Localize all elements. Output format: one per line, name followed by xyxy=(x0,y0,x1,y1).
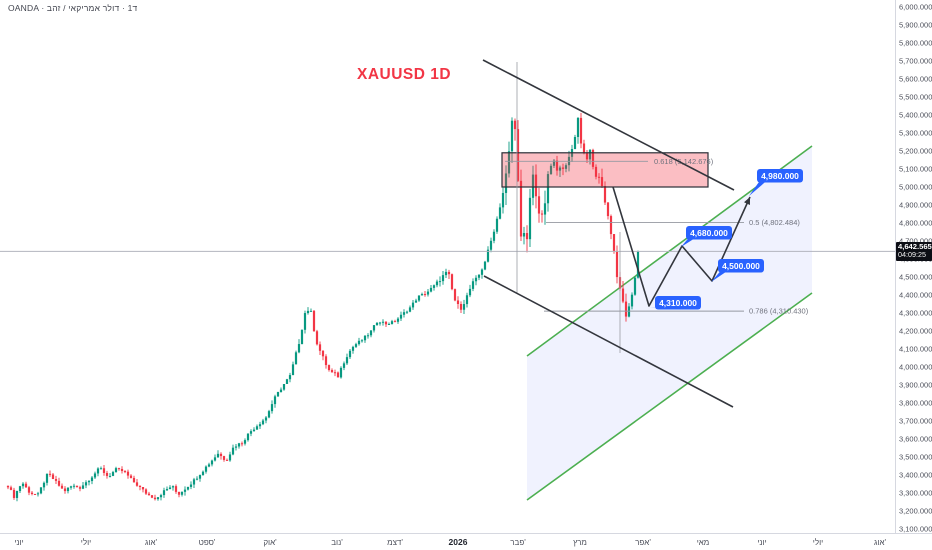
price-tick-label: 5,200.000 xyxy=(899,147,932,156)
callout-body xyxy=(686,226,732,240)
price-tick-label: 4,500.000 xyxy=(899,273,932,282)
price-tick-label: 3,700.000 xyxy=(899,417,932,426)
price-tick-label: 3,100.000 xyxy=(899,525,932,534)
ascending-channel-drawing[interactable] xyxy=(526,145,813,501)
price-tick-label: 4,900.000 xyxy=(899,201,932,210)
callout-body xyxy=(718,259,764,273)
price-tick-label: 4,400.000 xyxy=(899,291,932,300)
callout-pointer xyxy=(681,237,696,247)
time-tick-label: 2026 xyxy=(449,537,468,547)
time-tick-label: יוני xyxy=(757,538,766,547)
projection-arrowhead xyxy=(744,197,750,205)
callout-price-text: 4,500.000 xyxy=(722,261,760,271)
time-tick-label: נוב' xyxy=(331,538,343,547)
channel-lower-line[interactable] xyxy=(526,292,813,501)
price-tick-label: 3,500.000 xyxy=(899,453,932,462)
callout-pointer xyxy=(711,270,728,282)
time-tick-label: פבר' xyxy=(510,538,526,547)
price-tick-label: 6,000.000 xyxy=(899,3,932,12)
callout-price-text: 4,310.000 xyxy=(659,298,697,308)
time-axis-labels[interactable]: יוני יולי אוג' ספט' אוק' נוב' דצמ' 2026 פבר' מרץ א… xyxy=(14,537,886,547)
time-tick-label: מרץ xyxy=(573,538,587,547)
time-tick-label: אוג' xyxy=(145,538,157,547)
current-price-label: 4,642.565 04:09:25 xyxy=(896,241,932,261)
time-tick-label: דצמ' xyxy=(387,538,403,547)
callout-body xyxy=(757,169,803,183)
price-tick-label: 4,700.000 xyxy=(899,237,932,246)
time-tick-label: ספט' xyxy=(199,538,216,547)
price-tick-label: 3,900.000 xyxy=(899,381,932,390)
current-price-value: 4,642.565 xyxy=(898,242,932,252)
price-tick-label: 5,400.000 xyxy=(899,111,932,120)
price-callout-tag[interactable]: 4,680.000 xyxy=(681,226,732,247)
channel-fill xyxy=(527,146,812,500)
price-tick-label: 5,700.000 xyxy=(899,57,932,66)
fib-level-label: 0.5 (4,802.484) xyxy=(749,218,800,227)
price-tick-label: 5,300.000 xyxy=(899,129,932,138)
price-tick-label: 4,800.000 xyxy=(899,219,932,228)
price-axis-labels[interactable]: 6,000.000 5,900.000 5,800.000 5,700.000 5,60… xyxy=(899,3,932,534)
symbol-title[interactable]: OANDA · בהז / יאקירמא רלוד · 1ד xyxy=(8,3,138,13)
candlestick-series xyxy=(6,112,640,502)
price-tick-label: 3,600.000 xyxy=(899,435,932,444)
price-callout-tag[interactable]: 4,310.000 xyxy=(649,296,701,310)
time-tick-label: אפר' xyxy=(635,538,651,547)
price-tick-label: 3,200.000 xyxy=(899,507,932,516)
callout-price-text: 4,680.000 xyxy=(690,228,728,238)
fib-level-label: 0.786 (4,310.430) xyxy=(749,307,809,316)
price-tick-label: 5,600.000 xyxy=(899,75,932,84)
price-tick-label: 5,500.000 xyxy=(899,93,932,102)
price-tick-label: 3,400.000 xyxy=(899,471,932,480)
time-tick-label: יולי xyxy=(813,538,823,547)
price-callout-tag[interactable]: 4,500.000 xyxy=(711,259,764,282)
fib-retracement-drawing[interactable]: 0.618 (5,142.676) 0.5 (4,802.484) 0.786 (4… xyxy=(505,157,809,316)
countdown-timer: 04:09:25 xyxy=(898,250,926,260)
price-tick-label: 3,800.000 xyxy=(899,399,932,408)
price-tick-label: 4,300.000 xyxy=(899,309,932,318)
price-tick-label: 4,200.000 xyxy=(899,327,932,336)
time-tick-label: מאי xyxy=(697,538,710,547)
price-axis-background[interactable] xyxy=(895,0,932,550)
time-axis-background[interactable] xyxy=(0,533,932,550)
price-tick-label: 5,000.000 xyxy=(899,183,932,192)
time-tick-label: אוק' xyxy=(263,538,277,547)
time-tick-label: יוני xyxy=(14,538,23,547)
price-tick-label: 5,900.000 xyxy=(899,21,932,30)
lower-descending-trendline[interactable] xyxy=(483,275,734,408)
price-tick-label: 5,100.000 xyxy=(899,165,932,174)
price-tick-label: 5,800.000 xyxy=(899,39,932,48)
time-tick-label: אוג' xyxy=(874,538,886,547)
fib-level-label: 0.618 (5,142.676) xyxy=(654,157,714,166)
upper-descending-trendline[interactable] xyxy=(482,59,735,191)
time-tick-label: יולי xyxy=(81,538,91,547)
price-tick-label: 3,300.000 xyxy=(899,489,932,498)
price-tick-label: 4,100.000 xyxy=(899,345,932,354)
callout-pointer xyxy=(749,180,767,196)
price-tick-label: 4,000.000 xyxy=(899,363,932,372)
callout-price-text: 4,980.000 xyxy=(761,171,799,181)
chart-annotation-text: XAUUSD 1D xyxy=(357,66,452,83)
price-callout-tag[interactable]: 4,980.000 xyxy=(749,169,803,196)
callout-body xyxy=(655,296,701,310)
